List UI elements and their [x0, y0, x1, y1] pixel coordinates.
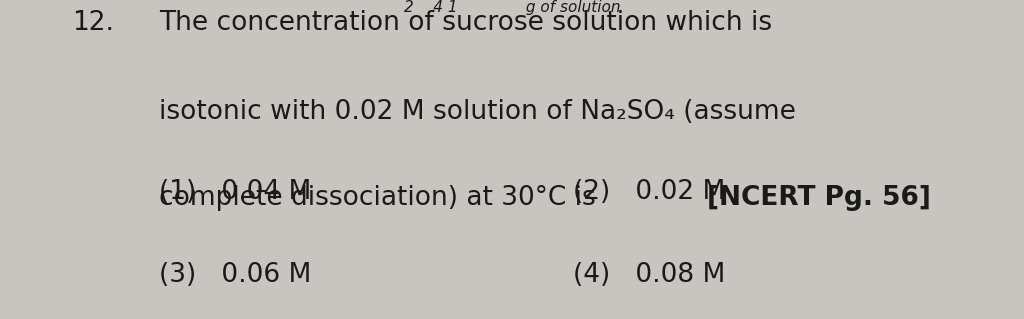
Text: (4)   0.08 M: (4) 0.08 M: [573, 262, 726, 288]
Text: 12.: 12.: [72, 10, 114, 36]
Text: The concentration of sucrose solution which is: The concentration of sucrose solution wh…: [159, 10, 772, 36]
Text: complete dissociation) at 30°C is: complete dissociation) at 30°C is: [159, 185, 604, 211]
Text: (2)   0.02 M: (2) 0.02 M: [573, 179, 726, 205]
Text: isotonic with 0.02 M solution of Na₂SO₄ (assume: isotonic with 0.02 M solution of Na₂SO₄ …: [159, 99, 796, 125]
Text: (3)   0.06 M: (3) 0.06 M: [159, 262, 311, 288]
Text: [NCERT Pg. 56]: [NCERT Pg. 56]: [707, 185, 931, 211]
Text: 2    4 1              g of solution: 2 4 1 g of solution: [403, 0, 621, 15]
Text: (1)   0.04 M: (1) 0.04 M: [159, 179, 311, 205]
